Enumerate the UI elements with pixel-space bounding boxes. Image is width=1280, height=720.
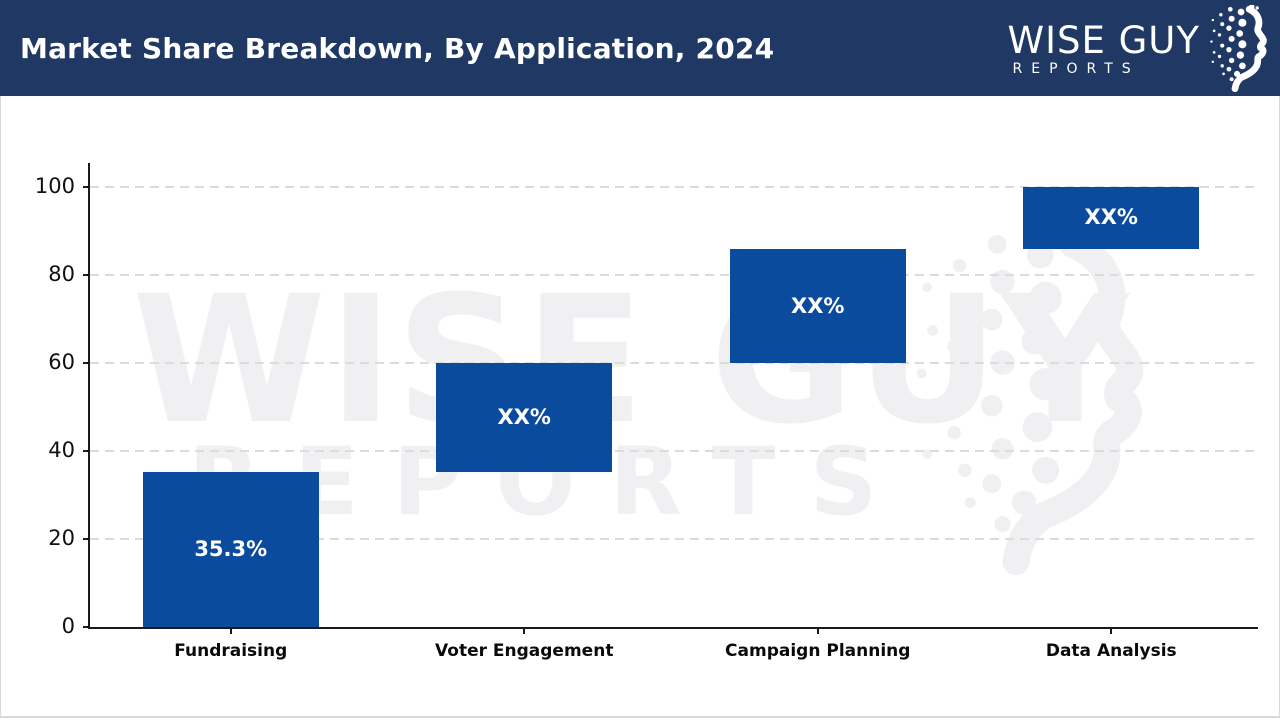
bar-value-label: XX% [791, 293, 845, 318]
x-category-label: Fundraising [174, 641, 288, 661]
title-banner: Market Share Breakdown, By Application, … [0, 0, 1280, 96]
bar-value-label: XX% [1084, 205, 1138, 229]
x-category-label: Data Analysis [1045, 641, 1177, 661]
y-axis-spine [88, 163, 90, 629]
x-axis-spine [88, 627, 1258, 629]
y-tick-label: 60 [48, 350, 75, 374]
watermark-wiseguy-text: WISE GUY [132, 258, 1131, 463]
y-tick-mark [83, 274, 90, 276]
gridline [90, 362, 1258, 364]
x-tick-mark [523, 627, 526, 634]
bar-voter-engagement: XX% [436, 363, 613, 472]
y-tick-label: 0 [61, 614, 75, 638]
y-tick-label: 40 [48, 438, 75, 462]
wise-guy-logo: WISE GUY REPORTS [1008, 22, 1200, 76]
y-tick-mark [83, 186, 90, 188]
y-tick-mark [83, 362, 90, 364]
x-tick-mark [229, 627, 232, 634]
bar-value-label: XX% [497, 405, 551, 429]
gridline [90, 450, 1258, 452]
bar-campaign-planning: XX% [729, 248, 906, 363]
gridline [90, 186, 1258, 188]
logo-sub-text: REPORTS [1012, 61, 1140, 77]
page-title: Market Share Breakdown, By Application, … [20, 31, 775, 65]
logo-face-dots-icon [1210, 5, 1267, 93]
y-tick-label: 80 [48, 262, 75, 286]
x-tick-mark [816, 627, 819, 634]
bar-fundraising: 35.3% [142, 471, 319, 627]
y-tick-mark [83, 538, 90, 540]
y-tick-label: 20 [48, 526, 75, 550]
x-tick-mark [1110, 627, 1113, 634]
y-tick-mark [83, 626, 90, 628]
watermark-face-dots-icon [916, 228, 1144, 576]
gridline [90, 538, 1258, 540]
x-category-label: Campaign Planning [725, 641, 911, 661]
bar-data-analysis: XX% [1023, 187, 1200, 249]
x-category-label: Voter Engagement [435, 641, 614, 661]
image-border-bottom [0, 716, 1280, 718]
logo-name-text: WISE GUY [1007, 19, 1200, 62]
y-tick-label: 100 [34, 174, 75, 198]
gridline [90, 274, 1258, 276]
bar-value-label: 35.3% [194, 536, 268, 561]
y-tick-mark [83, 450, 90, 452]
